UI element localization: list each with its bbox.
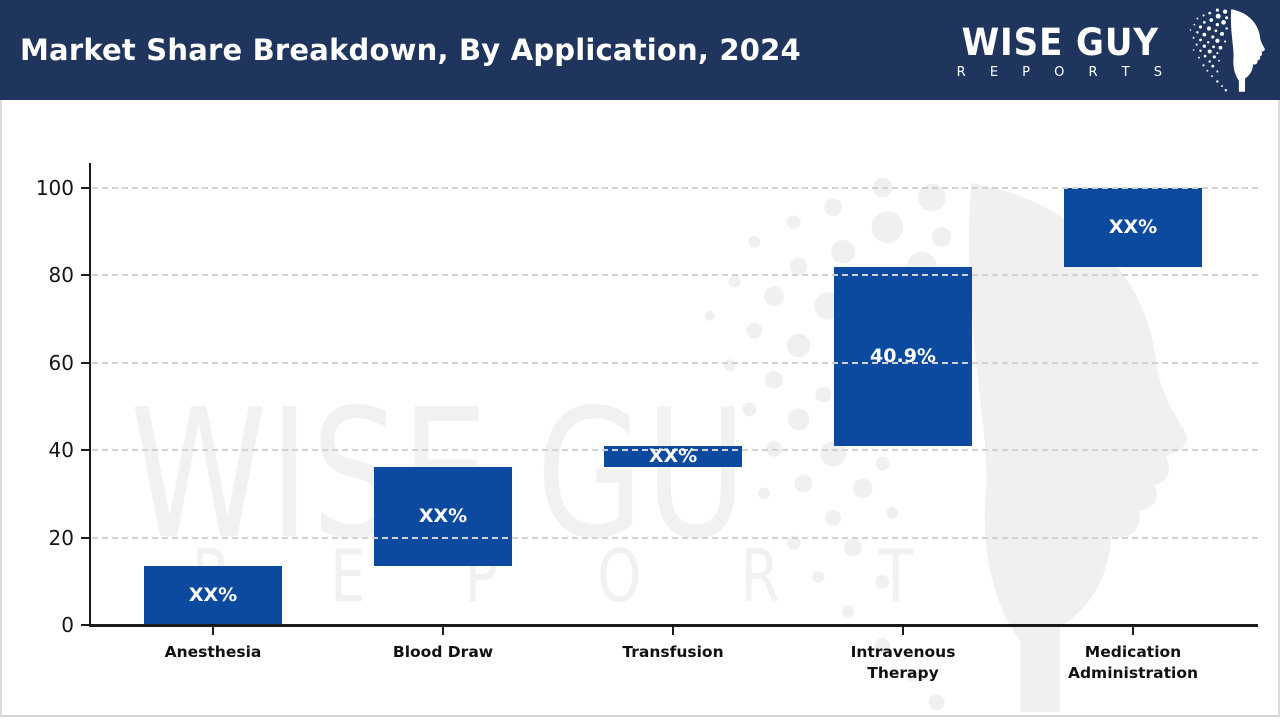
y-tick-100 bbox=[81, 186, 89, 189]
x-tick-transfusion bbox=[672, 627, 674, 635]
y-tick-label-0: 0 bbox=[61, 613, 74, 637]
x-label-intravenous-therapy: Intravenous Therapy bbox=[850, 643, 956, 682]
gridline-60 bbox=[92, 361, 1258, 364]
chart-frame: WISE GU R E P O R T S 0 20 40 60 80 100 XX% Ane… bbox=[0, 100, 1280, 717]
bar-blood-draw bbox=[374, 466, 512, 566]
bar-label-intravenous-therapy: 40.9% bbox=[870, 345, 936, 368]
bar-label-medication-administration: XX% bbox=[1108, 216, 1158, 239]
y-tick-label-20: 20 bbox=[48, 525, 74, 550]
header-bar: Market Share Breakdown, By Application, … bbox=[0, 0, 1280, 100]
brand-logo: WISE GUY R E P O R T S bbox=[949, 0, 1266, 100]
gridline-80 bbox=[92, 274, 1258, 276]
brand-logo-text: WISE GUY R E P O R T S bbox=[949, 24, 1172, 79]
x-tick-medication-administration bbox=[1132, 627, 1134, 635]
x-label-anesthesia: Anesthesia bbox=[164, 643, 262, 661]
y-axis-spine bbox=[89, 163, 91, 627]
x-axis-spine bbox=[89, 624, 1258, 627]
y-tick-60 bbox=[81, 361, 89, 364]
y-tick-label-80: 80 bbox=[48, 263, 74, 287]
x-tick-anesthesia bbox=[212, 627, 214, 635]
y-tick-20 bbox=[81, 536, 89, 539]
x-label-medication-administration: Medication Administration bbox=[1067, 643, 1199, 682]
y-tick-label-60: 60 bbox=[48, 350, 74, 375]
y-tick-0 bbox=[81, 624, 89, 626]
brand-face-icon bbox=[1189, 8, 1265, 92]
gridline-20 bbox=[92, 536, 1258, 539]
x-tick-intravenous-therapy bbox=[902, 627, 904, 635]
bar-label-blood-draw: XX% bbox=[418, 505, 468, 528]
brand-subname: R E P O R T S bbox=[956, 64, 1172, 80]
y-tick-label-40: 40 bbox=[48, 438, 74, 462]
bar-label-transfusion: XX% bbox=[648, 445, 698, 468]
gridline-40 bbox=[92, 449, 1258, 451]
y-tick-label-100: 100 bbox=[35, 175, 74, 200]
gridline-100 bbox=[92, 186, 1258, 189]
x-tick-blood-draw bbox=[442, 627, 444, 635]
page-title: Market Share Breakdown, By Application, … bbox=[20, 33, 801, 67]
bar-anesthesia bbox=[144, 565, 282, 625]
plot-area: 0 20 40 60 80 100 XX% Anesthesia XX% Blood Draw XX… bbox=[2, 100, 1278, 715]
x-label-blood-draw: Blood Draw bbox=[392, 643, 494, 661]
y-tick-40 bbox=[81, 449, 89, 451]
brand-name: WISE GUY bbox=[961, 20, 1160, 64]
bar-label-anesthesia: XX% bbox=[188, 584, 238, 607]
y-tick-80 bbox=[81, 274, 89, 276]
x-label-transfusion: Transfusion bbox=[622, 643, 724, 661]
